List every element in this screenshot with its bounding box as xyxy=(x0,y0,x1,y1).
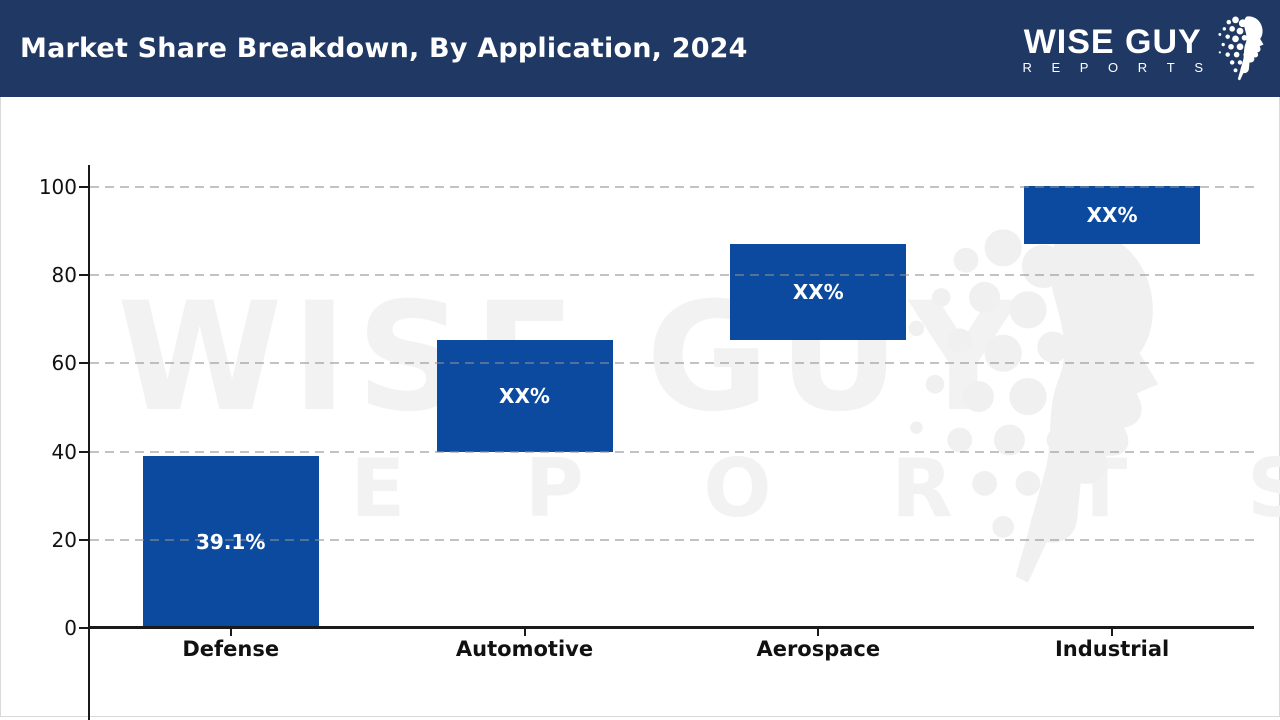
x-tick-mark xyxy=(1111,628,1114,636)
y-tick-mark xyxy=(79,627,88,629)
bar-defense xyxy=(142,455,319,628)
gridline xyxy=(90,450,1254,453)
y-tick-label: 40 xyxy=(51,439,77,464)
gridline xyxy=(90,538,1254,541)
bar-industrial xyxy=(1024,185,1201,244)
chart-area: WISE GUY R E P O R T S 0 20 40 60 80 100 39.1%… xyxy=(0,97,1280,720)
x-tick-label: Automotive xyxy=(455,637,594,661)
y-axis-line xyxy=(88,165,90,720)
x-tick-mark xyxy=(229,628,232,636)
x-axis-line xyxy=(88,626,1254,629)
y-tick-mark xyxy=(79,538,88,541)
y-tick-mark xyxy=(79,450,88,453)
gridline xyxy=(90,274,1254,277)
y-tick-label: 60 xyxy=(51,351,77,376)
bar-value-label: XX% xyxy=(499,384,550,409)
y-tick-label: 100 xyxy=(38,175,77,199)
bar-aerospace xyxy=(730,243,907,340)
brand-name: WISE GUY xyxy=(1023,22,1202,61)
x-tick-label: Industrial xyxy=(1054,637,1170,661)
x-tick-label: Defense xyxy=(182,637,280,661)
y-tick-label: 0 xyxy=(64,616,77,640)
y-tick-mark xyxy=(79,186,88,188)
brand-logo: WISE GUY R E P O R T S xyxy=(1014,6,1268,92)
y-tick-mark xyxy=(79,274,88,277)
bar-value-label: 39.1% xyxy=(195,529,266,554)
x-tick-label: Aerospace xyxy=(756,637,881,661)
page-title: Market Share Breakdown, By Application, … xyxy=(20,33,748,64)
x-tick-mark xyxy=(523,628,526,636)
brand-logo-text: WISE GUY R E P O R T S xyxy=(1014,24,1211,75)
y-tick-mark xyxy=(79,362,88,365)
bar-value-label: XX% xyxy=(1086,202,1138,227)
bar-value-label: XX% xyxy=(792,279,844,304)
header-bar: Market Share Breakdown, By Application, … xyxy=(0,0,1280,97)
y-tick-label: 20 xyxy=(51,527,77,552)
bar-automotive xyxy=(436,340,613,453)
y-tick-label: 80 xyxy=(51,263,77,288)
brand-subname: R E P O R T S xyxy=(1022,59,1211,75)
gridline xyxy=(90,362,1254,365)
gridline xyxy=(90,186,1254,188)
x-tick-mark xyxy=(817,628,820,636)
brand-head-icon xyxy=(1218,16,1264,81)
